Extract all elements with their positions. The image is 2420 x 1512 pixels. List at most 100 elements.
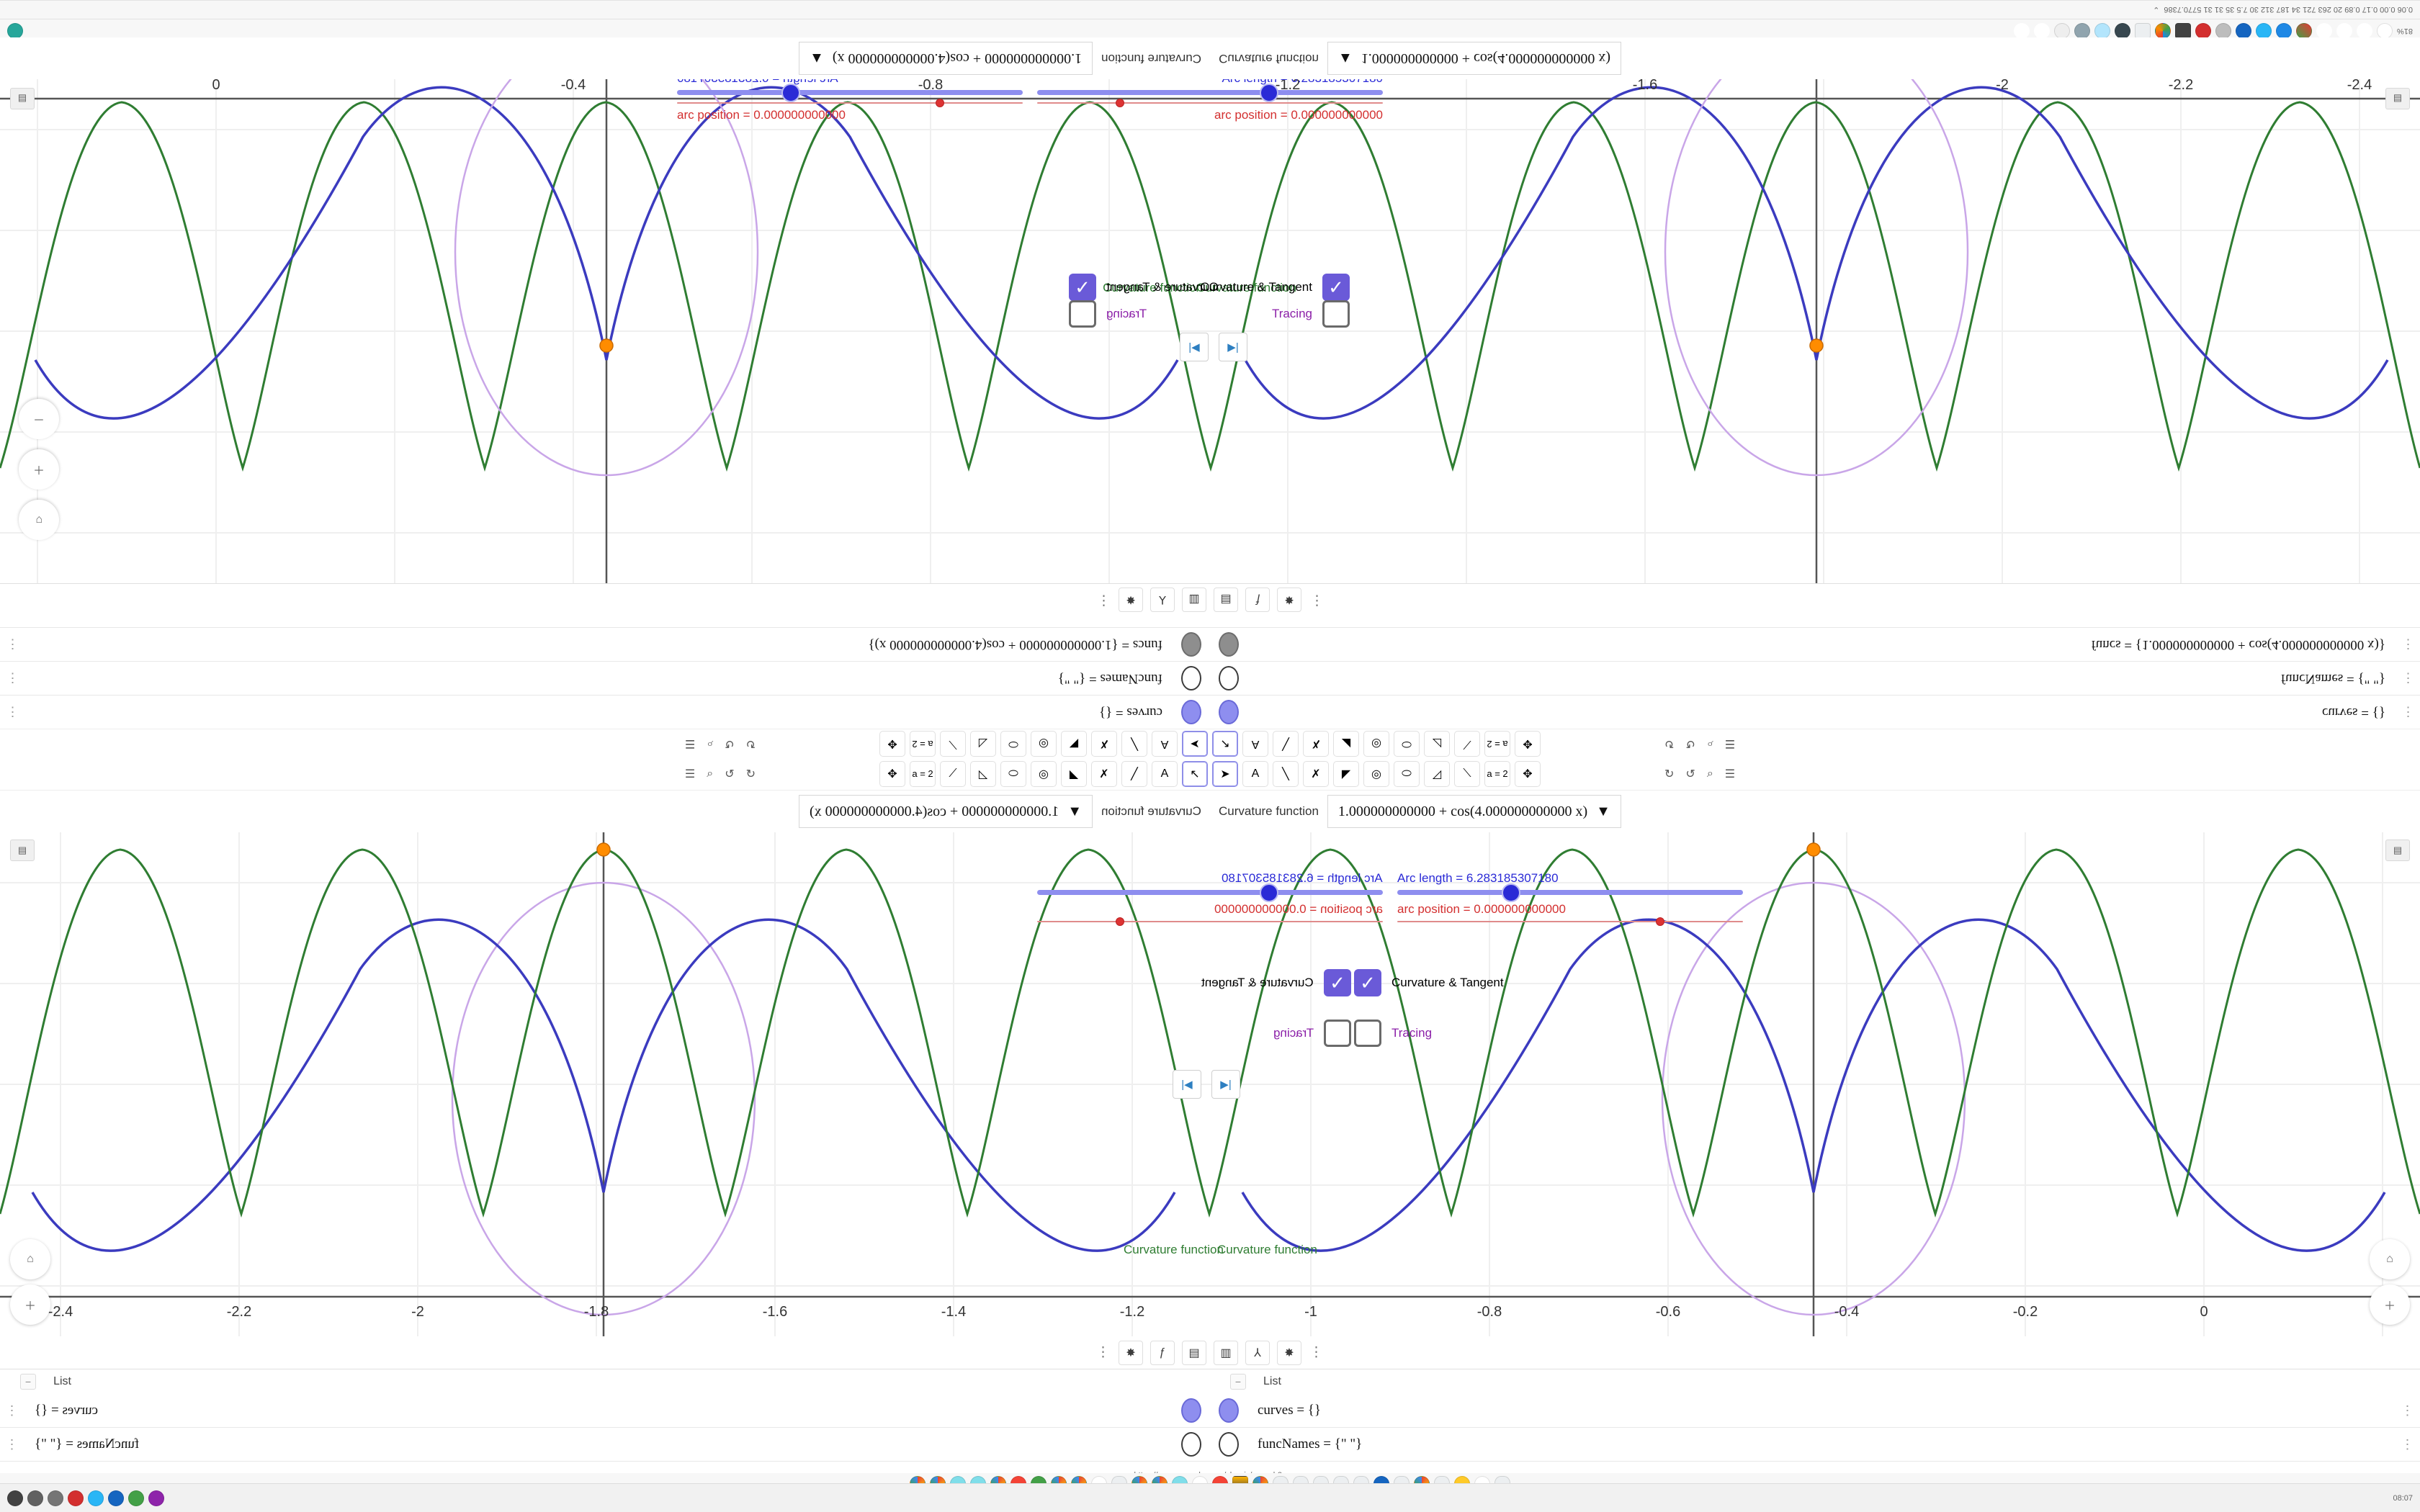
layout-right-icon[interactable]: ▥ — [1182, 588, 1206, 613]
curvature-panel-right[interactable]: Arc length = 6.283185307180 arc position… — [677, 79, 1023, 122]
visibility-marble[interactable] — [1219, 666, 1239, 690]
point-on-object-tool[interactable]: ⟋ — [940, 760, 966, 787]
graph-canvas[interactable]: -2.4 -2.2 -2 -1.8 -1.6 -1.4 -1.2 -1 -0.8 -0.… — [0, 832, 2420, 1336]
move-tool[interactable]: ✥ — [1515, 731, 1541, 757]
visibility-marble[interactable] — [1181, 666, 1201, 690]
algebra-row-funcnames[interactable]: ⋮ funcNames = {" "} funcNames = {" "} ⋮ — [0, 1428, 2420, 1462]
style-bar-toggle[interactable]: ▤ — [10, 840, 35, 861]
slider-handle[interactable] — [1116, 917, 1125, 926]
curvature-panel-left[interactable]: Arc length = 6.283185307180 arc position… — [1037, 871, 1383, 926]
dropdown-caret-icon[interactable]: ▼ — [1596, 803, 1610, 819]
algebra-row-funcs[interactable]: ⋮ funcs = {1.000000000000 + cos(4.000000… — [0, 627, 2420, 661]
view-toolbar-bottom[interactable]: ⋮ ✸ ƒ ▤ ▥ ⅄ ✸ ⋮ — [0, 1336, 2420, 1369]
row-menu-icon[interactable]: ⋮ — [2401, 1403, 2415, 1418]
taskbar-icon[interactable] — [27, 1490, 43, 1506]
zoom-in-button-right[interactable]: ＋ — [2370, 1284, 2410, 1325]
arc-position-slider[interactable] — [1397, 917, 1743, 926]
row-menu-icon[interactable]: ⋮ — [5, 1436, 19, 1452]
graph-canvas[interactable]: -2.4 -2.2 -2 -1.6 -1.2 -0.8 -0.4 0 — [0, 79, 2420, 583]
visibility-marble[interactable] — [1181, 1432, 1201, 1457]
search-icon[interactable]: ⌕ — [707, 767, 714, 780]
curvature-tangent-checkbox[interactable]: ✓ — [1354, 969, 1381, 996]
right-side-icons[interactable]: ↻ ↺ ⌕ ☰ — [685, 737, 756, 752]
slider-handle[interactable] — [1259, 83, 1278, 102]
text-tool[interactable]: A — [1152, 760, 1178, 787]
chevron-down-icon[interactable]: ⌄ — [2153, 5, 2160, 14]
hamburger-menu-icon[interactable]: ☰ — [684, 737, 696, 750]
hamburger-menu-icon[interactable]: ☰ — [684, 768, 696, 780]
polygon-tool[interactable]: ◣ — [1333, 731, 1359, 757]
undo-icon[interactable]: ↺ — [725, 768, 735, 780]
arc-length-slider[interactable] — [677, 83, 1023, 102]
line-tool-2[interactable]: ╲ — [1273, 760, 1299, 787]
curvature-tangent-row-left[interactable]: Curvature & Tangent ✓ — [1070, 969, 1351, 996]
derivative-icon[interactable]: ⅄ — [1150, 588, 1175, 613]
row-menu-icon[interactable]: ⋮ — [5, 671, 19, 686]
intersect-tool-2[interactable]: ✗ — [1303, 760, 1329, 787]
redo-icon[interactable]: ↻ — [1664, 768, 1675, 780]
nav-next-button[interactable]: ▶| — [1219, 333, 1247, 361]
curvature-expression-bar-top[interactable]: ▲ 1.000000000000 + cos(4.000000000000 x)… — [0, 37, 2420, 79]
line-tool[interactable]: ╱ — [1121, 760, 1147, 787]
expression-dropdown-left[interactable]: ▼ 1.000000000000 + cos(4.000000000000 x) — [799, 795, 1093, 828]
text-tool-2[interactable]: A — [1242, 760, 1268, 787]
angle-tool-2[interactable]: ◿ — [1424, 760, 1450, 787]
menu-kebab-icon[interactable]: ⋮ — [1096, 593, 1111, 608]
move-tool-2[interactable]: ✥ — [1515, 760, 1541, 787]
visibility-marble[interactable] — [1219, 632, 1239, 657]
row-menu-icon[interactable]: ⋮ — [5, 1403, 19, 1418]
ellipse-tool-2[interactable]: ⬭ — [1000, 731, 1026, 757]
polygon-tool-2[interactable]: ◤ — [1333, 760, 1359, 787]
collapse-button[interactable]: − — [1230, 1374, 1246, 1390]
pointer-tool[interactable]: ➤ — [1182, 731, 1208, 757]
redo-icon[interactable]: ↻ — [745, 737, 756, 750]
point-on-object-tool-2[interactable]: ⟍ — [1454, 760, 1480, 787]
tracing-checkbox[interactable] — [1324, 1020, 1351, 1047]
left-side-icons[interactable]: ☰ ⌕ ↺ ↻ — [1664, 737, 1735, 752]
line-tool[interactable]: ╱ — [1273, 731, 1299, 757]
derivative-icon[interactable]: ⅄ — [1245, 1340, 1270, 1365]
nav-next-button[interactable]: ▶| — [1211, 1070, 1240, 1099]
pointer-tool[interactable]: ➤ — [1212, 760, 1238, 787]
slider-handle[interactable] — [935, 99, 944, 107]
undo-icon[interactable]: ↺ — [725, 737, 735, 750]
left-side-icons-2[interactable]: ☰ ⌕ ↺ ↻ — [685, 767, 756, 781]
taskbar-icon[interactable] — [128, 1490, 144, 1506]
curvature-panel-right[interactable]: Arc length = 6.283185307180 arc position… — [1397, 871, 1743, 926]
nav-prev-button[interactable]: |◀ — [1173, 1070, 1201, 1099]
algebra-row-curves[interactable]: ⋮ curves = {} curves = {} ⋮ — [0, 1394, 2420, 1428]
curvature-tangent-row-right[interactable]: ✓ Curvature & Tangent — [1354, 969, 1635, 996]
layout-left-icon[interactable]: ▤ — [1214, 588, 1238, 613]
dropdown-caret-icon[interactable]: ▲ — [810, 50, 824, 67]
slider-tool-2[interactable]: a = 2 — [1484, 760, 1510, 787]
angle-tool[interactable]: ◺ — [970, 760, 996, 787]
taskbar-icon[interactable] — [108, 1490, 124, 1506]
graphics-view-top[interactable]: -2.4 -2.2 -2 -1.6 -1.2 -0.8 -0.4 0 Curva… — [0, 79, 2420, 583]
algebra-row-curves[interactable]: ⋮ curves = {} curves = {} ⋮ — [0, 695, 2420, 729]
redo-icon[interactable]: ↻ — [745, 768, 756, 780]
polygon-tool[interactable]: ◣ — [1061, 760, 1087, 787]
expression-dropdown-left[interactable]: ▲ 1.000000000000 + cos(4.000000000000 x) — [1327, 42, 1621, 75]
ellipse-tool[interactable]: ⬭ — [1000, 760, 1026, 787]
curvature-tangent-row-left[interactable]: ✓ Curvature & Tangent — [1069, 274, 1350, 301]
tracing-checkbox[interactable] — [1322, 300, 1350, 328]
geometry-toolbar-row-2[interactable]: ☰ ⌕ ↺ ↻ ✥ a = 2 ⟋ ◺ ⬭ ◎ ◣ ✗ ╱ A ↖ ➤ A ╲ … — [0, 759, 2420, 788]
slider-tool[interactable]: a = 2 — [1484, 731, 1510, 757]
text-tool-2[interactable]: A — [1152, 731, 1178, 757]
expression-dropdown-right[interactable]: 1.000000000000 + cos(4.000000000000 x) ▲ — [799, 42, 1093, 75]
curvature-tangent-checkbox[interactable]: ✓ — [1069, 274, 1096, 301]
visibility-marble[interactable] — [1219, 700, 1239, 724]
visibility-marble[interactable] — [1181, 700, 1201, 724]
tracing-checkbox[interactable] — [1354, 1020, 1381, 1047]
function-icon[interactable]: ƒ — [1150, 1340, 1175, 1365]
style-bar-toggle[interactable]: ▤ — [2385, 88, 2410, 109]
start-button-icon[interactable] — [7, 1490, 23, 1506]
slider-handle[interactable] — [781, 83, 801, 102]
slider-handle[interactable] — [1655, 917, 1664, 926]
taskbar-icon[interactable] — [88, 1490, 104, 1506]
select-arrow-tool[interactable]: ↖ — [1182, 760, 1208, 787]
row-menu-icon[interactable]: ⋮ — [2401, 705, 2415, 720]
search-icon[interactable]: ⌕ — [1706, 767, 1713, 780]
home-button[interactable]: ⌂ — [19, 500, 59, 540]
dropdown-caret-icon[interactable]: ▼ — [1067, 803, 1083, 819]
